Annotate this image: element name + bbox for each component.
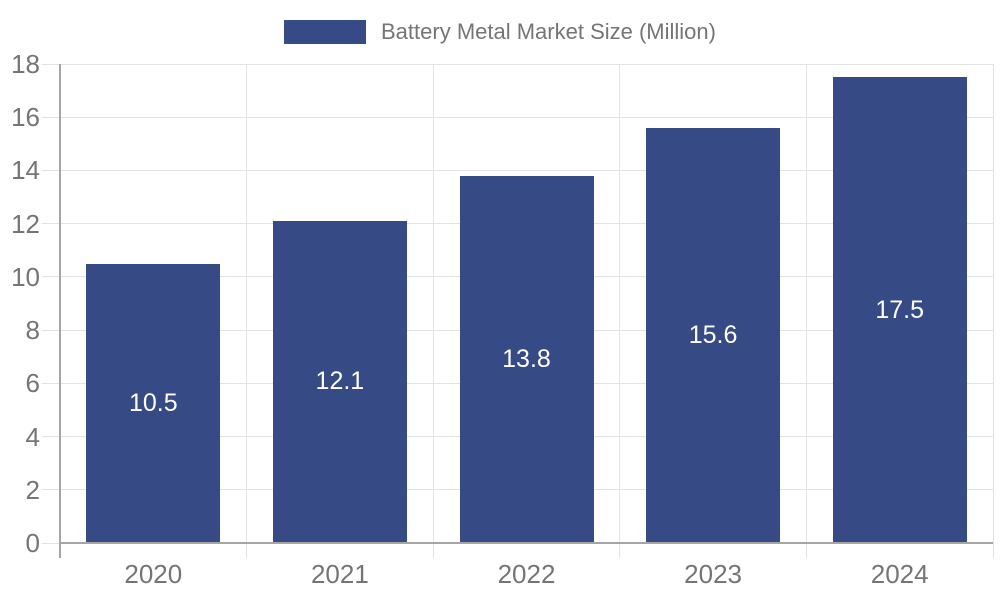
x-tick-label: 2023 (684, 559, 743, 589)
v-gridline (246, 64, 248, 558)
h-gridline (42, 116, 993, 118)
y-tick-label: 14 (11, 155, 40, 186)
legend-label: Battery Metal Market Size (Million) (381, 19, 716, 44)
y-tick-label: 4 (25, 421, 40, 452)
bar: 15.6 (646, 127, 781, 543)
x-tick-label: 2022 (497, 559, 556, 589)
x-axis-line (60, 542, 993, 544)
y-tick-label: 12 (11, 208, 40, 239)
y-axis-line (59, 64, 61, 558)
bar-value-label: 13.8 (502, 344, 551, 373)
bar: 17.5 (832, 77, 967, 543)
h-gridline (42, 63, 993, 65)
y-tick-label: 0 (25, 528, 40, 558)
y-tick-label: 6 (25, 368, 40, 399)
legend: Battery Metal Market Size (Million) (284, 19, 716, 45)
y-tick-label: 16 (11, 102, 40, 133)
v-gridline (805, 64, 807, 558)
x-tick-label: 2021 (310, 559, 369, 589)
legend-swatch (284, 20, 367, 44)
bar: 12.1 (272, 221, 407, 543)
y-tick-label: 8 (25, 315, 40, 346)
v-gridline (992, 64, 994, 558)
bar: 10.5 (86, 263, 221, 543)
h-gridline (42, 169, 993, 171)
v-gridline (619, 64, 621, 558)
v-gridline (432, 64, 434, 558)
y-tick-label: 2 (25, 474, 40, 505)
y-tick-label: 10 (11, 261, 40, 292)
y-tick-label: 18 (11, 49, 40, 79)
bar-value-label: 12.1 (315, 367, 365, 396)
bar-value-label: 10.5 (128, 388, 178, 417)
x-tick-label: 2020 (124, 559, 183, 589)
bar-value-label: 17.5 (875, 295, 925, 324)
bar: 13.8 (459, 175, 594, 543)
x-tick-label: 2024 (870, 559, 929, 589)
bar-value-label: 15.6 (688, 320, 738, 349)
